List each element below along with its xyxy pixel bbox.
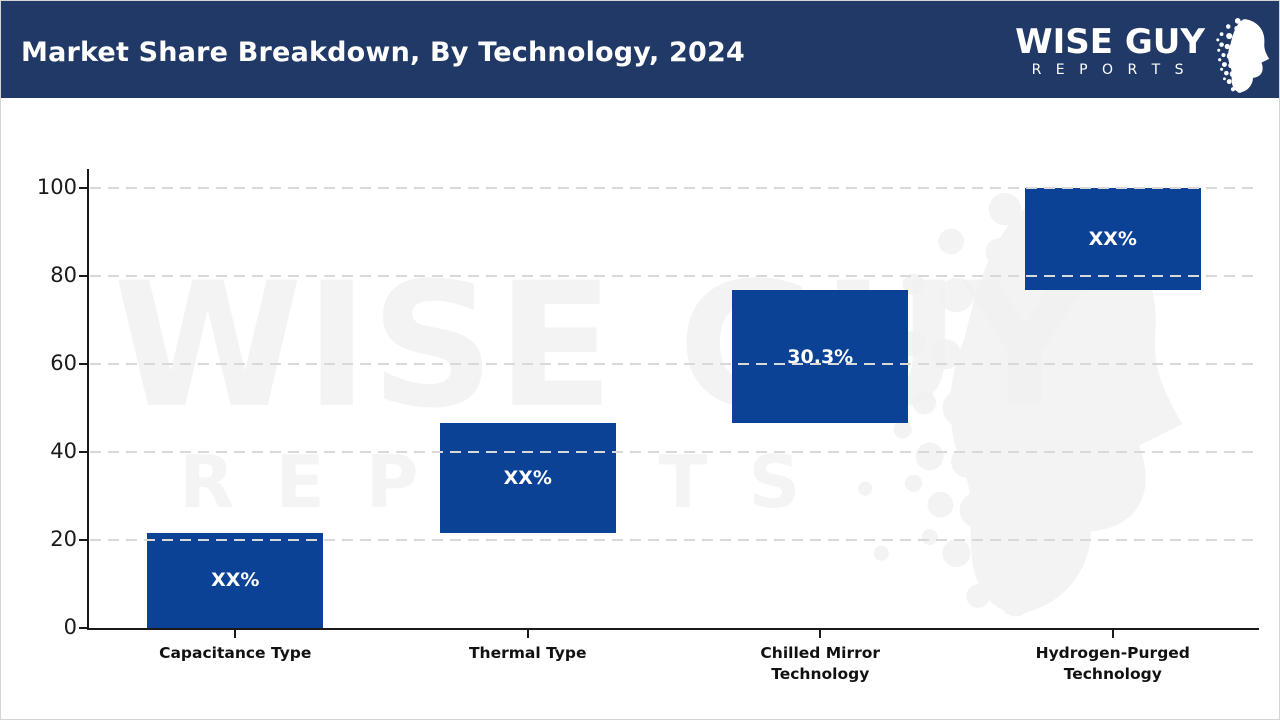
wiseguy-logo: WISE GUY R E P O R T S <box>1015 18 1271 97</box>
gridline <box>90 187 1257 189</box>
x-axis-category-label: Capacitance Type <box>115 643 355 664</box>
market-share-chart: WISE GUY R E P O R T S 020406080100XX%Ca… <box>1 98 1279 719</box>
wiseguy-head-icon <box>1216 18 1270 93</box>
x-axis-tick-mark <box>234 630 237 638</box>
wiseguy-logo-wordmark: WISE GUY <box>1015 22 1205 62</box>
gridline <box>90 451 1257 453</box>
x-axis-category-label: Chilled Mirror Technology <box>700 643 940 685</box>
bar-value-label: 30.3% <box>787 345 854 368</box>
wiseguy-logo-subtitle: R E P O R T S <box>1031 62 1189 78</box>
bar-thermal-type: XX% <box>439 423 616 533</box>
y-axis-tick-label: 100 <box>36 175 77 199</box>
y-axis-tick-label: 20 <box>50 527 77 551</box>
gridline <box>90 363 1257 365</box>
y-axis-tick-mark <box>79 451 88 453</box>
gridline <box>90 539 1257 541</box>
x-axis-category-label-line: Capacitance Type <box>159 644 312 662</box>
x-axis-tick-mark <box>1111 630 1114 638</box>
y-axis-tick-label: 80 <box>50 263 77 287</box>
y-axis-tick-label: 40 <box>50 439 77 463</box>
y-axis-tick-mark <box>79 627 88 629</box>
y-axis-tick-label: 0 <box>63 615 77 639</box>
x-axis-category-label-line: Technology <box>1063 665 1162 683</box>
header-band: Market Share Breakdown, By Technology, 2… <box>1 1 1279 98</box>
wiseguy-logo-text: WISE GUY R E P O R T S <box>1015 25 1205 78</box>
y-axis-tick-mark <box>79 187 88 189</box>
y-axis-tick-mark <box>79 539 88 541</box>
x-axis-category-label: Hydrogen-Purged Technology <box>993 643 1233 685</box>
y-axis-line <box>87 169 89 630</box>
x-axis-line <box>87 628 1259 630</box>
x-axis-category-label: Thermal Type <box>408 643 648 664</box>
x-axis-category-label-line: Hydrogen-Purged <box>1035 644 1190 662</box>
y-axis-tick-label: 60 <box>50 351 77 375</box>
bar-value-label: XX% <box>503 466 552 489</box>
bar-value-label: XX% <box>1088 228 1137 251</box>
x-axis-category-label-line: Technology <box>771 665 870 683</box>
bar-value-label: XX% <box>211 569 260 592</box>
watermark-head-icon <box>842 193 1183 617</box>
y-axis-tick-mark <box>79 363 88 365</box>
page-title: Market Share Breakdown, By Technology, 2… <box>21 37 746 68</box>
x-axis-tick-mark <box>526 630 529 638</box>
y-axis-tick-mark <box>79 275 88 277</box>
gridline <box>90 275 1257 277</box>
x-axis-tick-mark <box>819 630 822 638</box>
x-axis-category-label-line: Thermal Type <box>468 644 587 662</box>
bar-chilled-mirror-technology: 30.3% <box>732 290 909 424</box>
bar-capacitance-type: XX% <box>147 532 324 628</box>
bar-hydrogen-purged-technology: XX% <box>1024 188 1201 291</box>
x-axis-category-label-line: Chilled Mirror <box>760 644 881 662</box>
